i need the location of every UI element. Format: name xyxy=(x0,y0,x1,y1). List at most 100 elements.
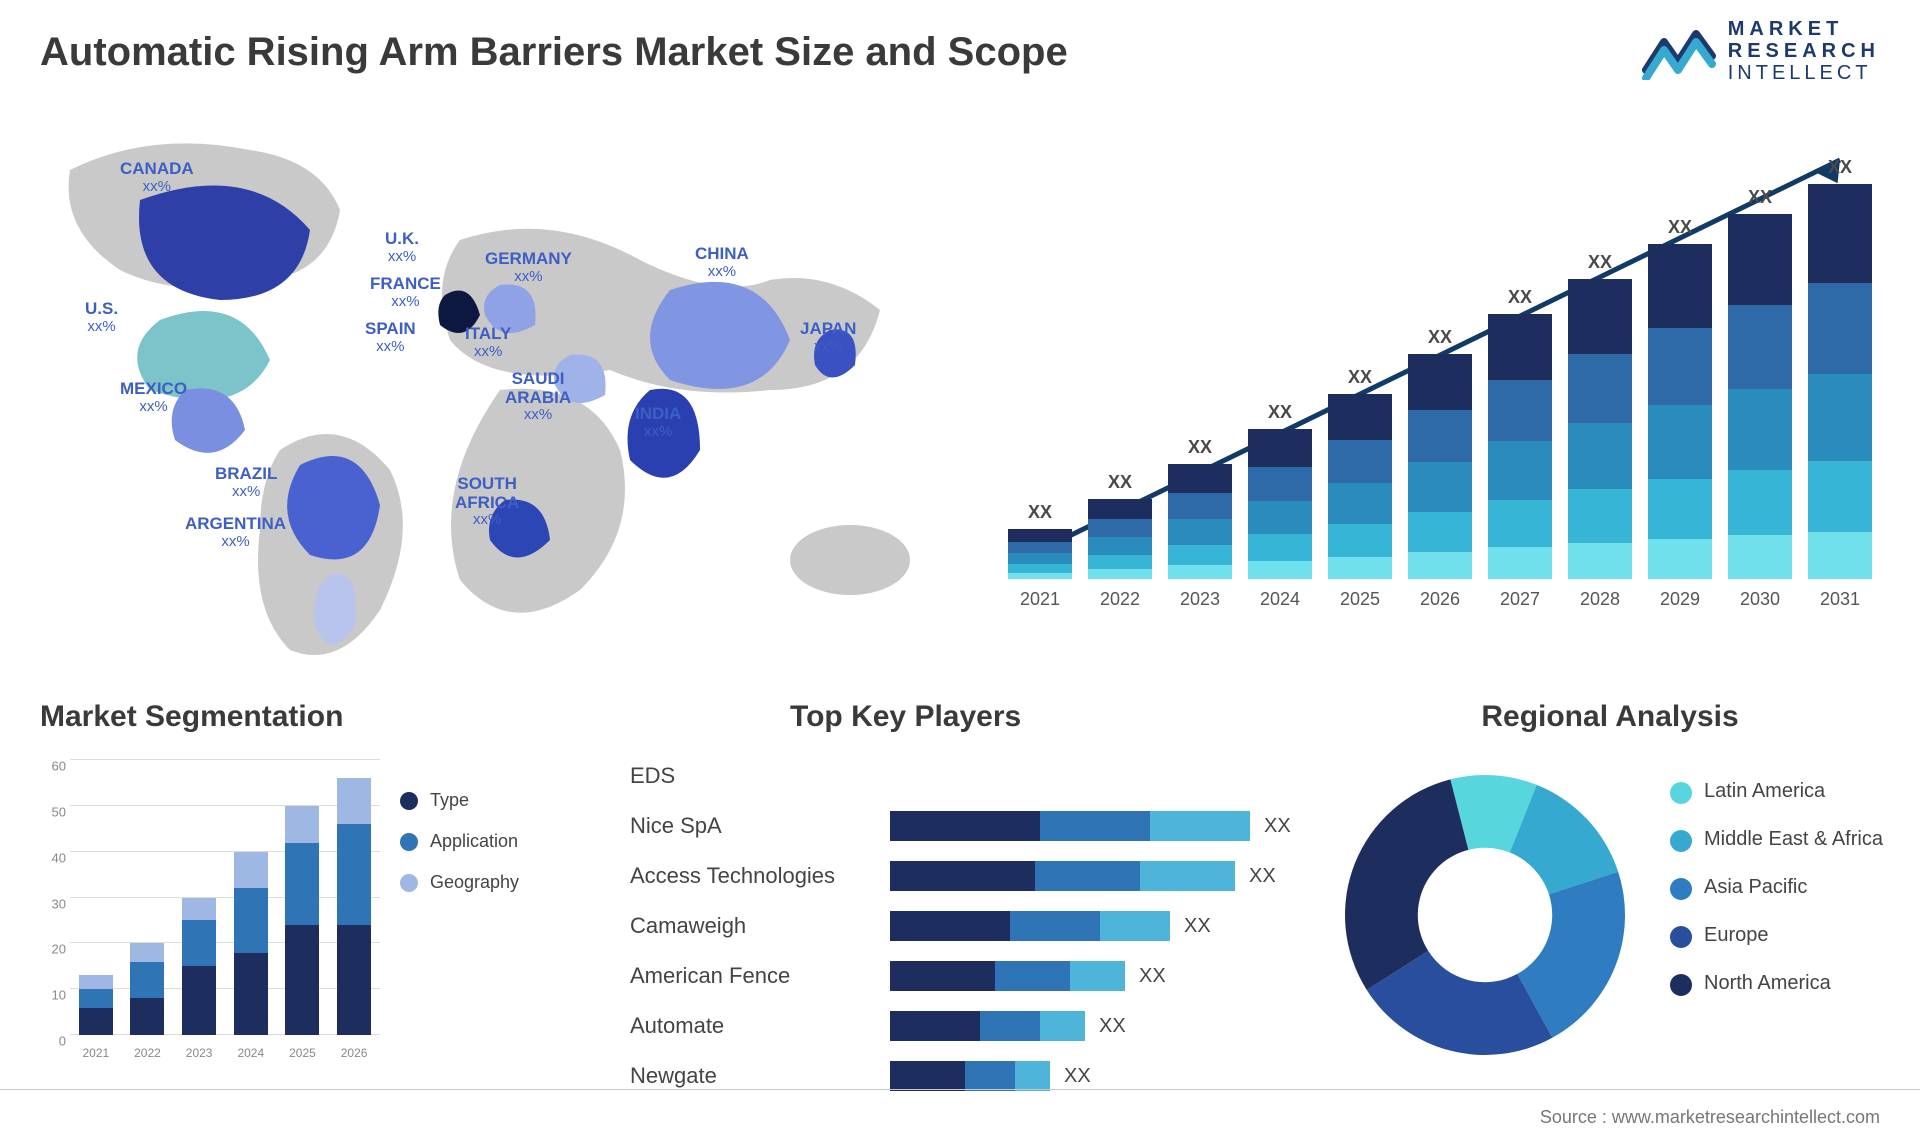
seg-legend-item: Type xyxy=(400,790,519,811)
footer-divider xyxy=(0,1089,1920,1090)
player-name: American Fence xyxy=(630,963,890,989)
stacked-bar-2025: XX 2025 xyxy=(1328,367,1392,610)
seg-bar-2023 xyxy=(182,898,216,1035)
donut-slice xyxy=(1345,779,1468,990)
player-value: XX xyxy=(1249,865,1276,888)
player-row: EDS xyxy=(630,756,1291,796)
player-row: CamaweighXX xyxy=(630,906,1291,946)
legend-label: Type xyxy=(430,790,469,811)
legend-label: Latin America xyxy=(1704,780,1825,803)
stacked-bar-value: XX xyxy=(1268,402,1292,423)
stacked-bar-year: 2031 xyxy=(1820,589,1860,610)
stacked-bar-2031: XX 2031 xyxy=(1808,157,1872,610)
player-bar xyxy=(890,1061,1050,1091)
stacked-bar-2029: XX 2029 xyxy=(1648,217,1712,610)
source-text: Source : www.marketresearchintellect.com xyxy=(1540,1107,1880,1128)
seg-legend-item: Geography xyxy=(400,872,519,893)
seg-bar-2021 xyxy=(79,975,113,1035)
stacked-bar-2026: XX2026 xyxy=(1408,327,1472,610)
segmentation-chart: 0102030405060 202120222023202420252026 xyxy=(40,760,380,1060)
stacked-bar-value: XX xyxy=(1668,217,1692,238)
seg-bar-2022 xyxy=(130,943,164,1035)
player-row: Access Technologies XX xyxy=(630,856,1291,896)
stacked-bar-value: XX xyxy=(1828,157,1852,178)
map-label-south-africa: SOUTHAFRICAxx% xyxy=(455,475,519,529)
stacked-bar-value: XX xyxy=(1028,502,1052,523)
seg-bar-2026 xyxy=(337,778,371,1035)
player-row: NewgateXX xyxy=(630,1056,1291,1096)
logo-line3: INTELLECT xyxy=(1728,62,1880,84)
legend-label: Application xyxy=(430,831,518,852)
segmentation-legend: Type Application Geography xyxy=(400,790,519,913)
seg-xlabel: 2024 xyxy=(237,1046,264,1060)
players-title: Top Key Players xyxy=(790,700,1021,734)
market-size-stacked-chart: XX2021XX2022XX2023XX2024XX2025XX2026XX20… xyxy=(1000,130,1880,650)
player-row: American FenceXX xyxy=(630,956,1291,996)
regional-legend-item: North America xyxy=(1670,972,1883,996)
stacked-bar-value: XX xyxy=(1508,287,1532,308)
stacked-bar-value: XX xyxy=(1348,367,1372,388)
player-value: XX xyxy=(1099,1015,1126,1038)
regional-legend-item: Asia Pacific xyxy=(1670,876,1883,900)
stacked-bar-2028: XX 2028 xyxy=(1568,252,1632,610)
stacked-bar-year: 2022 xyxy=(1100,589,1140,610)
regional-legend-item: Europe xyxy=(1670,924,1883,948)
world-map: CANADAxx%U.S.xx%MEXICOxx%BRAZILxx%ARGENT… xyxy=(30,130,960,660)
logo-line1: MARKET xyxy=(1728,18,1880,40)
legend-label: Asia Pacific xyxy=(1704,876,1807,899)
page-title: Automatic Rising Arm Barriers Market Siz… xyxy=(40,30,1068,75)
stacked-bar-year: 2028 xyxy=(1580,589,1620,610)
legend-label: Middle East & Africa xyxy=(1704,828,1883,851)
brand-logo: MARKET RESEARCH INTELLECT xyxy=(1642,18,1880,84)
regional-analysis-panel: Regional Analysis Latin America Middle Ea… xyxy=(1330,700,1890,1100)
map-label-argentina: ARGENTINAxx% xyxy=(185,515,286,550)
stacked-bar-year: 2023 xyxy=(1180,589,1220,610)
stacked-bar-year: 2029 xyxy=(1660,589,1700,610)
player-value: XX xyxy=(1184,915,1211,938)
seg-bar-2025 xyxy=(285,806,319,1035)
stacked-bar-value: XX xyxy=(1108,472,1132,493)
legend-swatch-icon xyxy=(1670,926,1692,948)
stacked-bar-year: 2024 xyxy=(1260,589,1300,610)
player-bar xyxy=(890,911,1170,941)
stacked-bar-value: XX xyxy=(1188,437,1212,458)
seg-bar-2024 xyxy=(234,852,268,1035)
player-bar xyxy=(890,861,1235,891)
stacked-bar-2024: XX 2024 xyxy=(1248,402,1312,610)
player-name: Access Technologies xyxy=(630,863,890,889)
seg-xlabel: 2025 xyxy=(289,1046,316,1060)
stacked-bar-year: 2027 xyxy=(1500,589,1540,610)
market-segmentation-panel: Market Segmentation 0102030405060 202120… xyxy=(40,700,600,1080)
stacked-bar-2023: XX 2023 xyxy=(1168,437,1232,610)
player-bar xyxy=(890,961,1125,991)
seg-xlabel: 2022 xyxy=(134,1046,161,1060)
key-players-panel: Top Key Players EDS Nice SpAXX Access Tech… xyxy=(630,700,1290,1100)
legend-swatch-icon xyxy=(400,792,418,810)
stacked-bar-2022: XX 2022 xyxy=(1088,472,1152,610)
map-label-u-s-: U.S.xx% xyxy=(85,300,118,335)
player-bar xyxy=(890,1011,1085,1041)
stacked-bar-year: 2030 xyxy=(1740,589,1780,610)
stacked-bar-2030: XX2030 xyxy=(1728,187,1792,610)
player-name: EDS xyxy=(630,763,890,789)
stacked-bar-value: XX xyxy=(1428,327,1452,348)
regional-title: Regional Analysis xyxy=(1330,700,1890,734)
player-name: Automate xyxy=(630,1013,890,1039)
stacked-bar-2027: XX 2027 xyxy=(1488,287,1552,610)
regional-legend-item: Latin America xyxy=(1670,780,1883,804)
map-label-canada: CANADAxx% xyxy=(120,160,194,195)
legend-swatch-icon xyxy=(1670,974,1692,996)
map-label-china: CHINAxx% xyxy=(695,245,749,280)
logo-mark-icon xyxy=(1642,22,1716,80)
map-label-france: FRANCExx% xyxy=(370,275,441,310)
legend-swatch-icon xyxy=(400,833,418,851)
stacked-bar-year: 2025 xyxy=(1340,589,1380,610)
seg-ytick: 10 xyxy=(52,988,66,1003)
player-row: Nice SpAXX xyxy=(630,806,1291,846)
map-label-saudi-arabia: SAUDIARABIAxx% xyxy=(505,370,571,424)
map-label-brazil: BRAZILxx% xyxy=(215,465,277,500)
stacked-bar-value: XX xyxy=(1588,252,1612,273)
legend-label: North America xyxy=(1704,972,1831,995)
legend-label: Europe xyxy=(1704,924,1769,947)
seg-ytick: 30 xyxy=(52,896,66,911)
